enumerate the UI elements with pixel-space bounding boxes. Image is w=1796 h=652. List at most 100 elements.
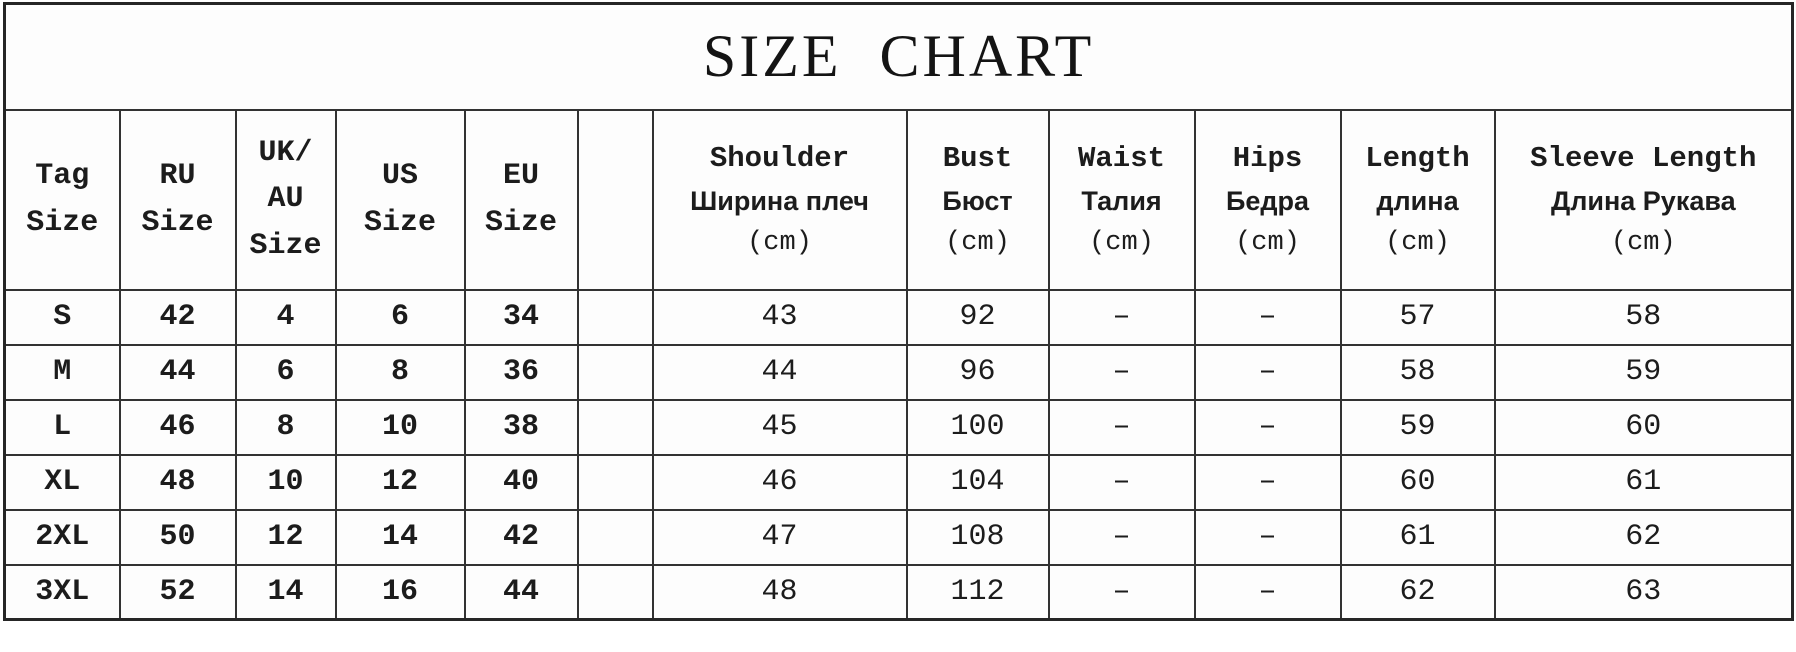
header-sleeve-length: Sleeve Length Длина Рукава (cm) <box>1493 108 1794 291</box>
spacer-cell <box>576 288 654 346</box>
header-sleeve-length-unit: (cm) <box>1610 227 1676 258</box>
spacer-cell <box>576 398 654 456</box>
table-cell: 38 <box>463 398 579 456</box>
table-cell: 50 <box>118 508 237 566</box>
header-length-en: Length <box>1365 141 1470 175</box>
table-cell: 61 <box>1339 508 1496 566</box>
table-cell: 104 <box>905 453 1050 511</box>
table-cell: 52 <box>118 563 237 621</box>
header-shoulder-unit: (cm) <box>747 227 812 258</box>
table-row-2xl: 2XL 50 12 14 42 47 108 – – 61 62 <box>3 508 1794 566</box>
table-cell: – <box>1047 563 1196 621</box>
table-cell: XL <box>3 453 121 511</box>
header-eu-size: EU Size <box>463 108 579 291</box>
header-shoulder: Shoulder Ширина плеч (cm) <box>651 108 908 291</box>
table-cell: 48 <box>118 453 237 511</box>
header-length-unit: (cm) <box>1385 227 1450 258</box>
table-cell: 6 <box>234 343 337 401</box>
table-cell: – <box>1193 508 1342 566</box>
spacer-cell <box>576 563 654 621</box>
table-cell: 92 <box>905 288 1050 346</box>
table-cell: 10 <box>334 398 466 456</box>
header-bust-unit: (cm) <box>945 227 1010 258</box>
header-hips-ru: Бедра <box>1225 185 1310 216</box>
table-cell: 44 <box>651 343 908 401</box>
header-shoulder-en: Shoulder <box>709 141 850 175</box>
table-cell: 62 <box>1493 508 1794 566</box>
table-row-m: M 44 6 8 36 44 96 – – 58 59 <box>3 343 1794 401</box>
table-cell: 48 <box>651 563 908 621</box>
table-cell: 12 <box>234 508 337 566</box>
table-row-3xl: 3XL 52 14 16 44 48 112 – – 62 63 <box>3 563 1794 621</box>
table-cell: 58 <box>1493 288 1794 346</box>
table-cell: 57 <box>1339 288 1496 346</box>
table-cell: 59 <box>1339 398 1496 456</box>
table-row-s: S 42 4 6 34 43 92 – – 57 58 <box>3 288 1794 346</box>
table-cell: 43 <box>651 288 908 346</box>
header-waist-en: Waist <box>1077 141 1165 175</box>
table-cell: 100 <box>905 398 1050 456</box>
table-cell: 112 <box>905 563 1050 621</box>
table-cell: 60 <box>1493 398 1794 456</box>
table-cell: – <box>1193 398 1342 456</box>
table-cell: M <box>3 343 121 401</box>
table-row-xl: XL 48 10 12 40 46 104 – – 60 61 <box>3 453 1794 511</box>
header-waist: Waist Талия (cm) <box>1047 108 1196 291</box>
table-cell: 8 <box>334 343 466 401</box>
table-cell: – <box>1047 288 1196 346</box>
table-cell: L <box>3 398 121 456</box>
table-cell: 36 <box>463 343 579 401</box>
chart-title: SIZE CHART <box>3 2 1794 111</box>
table-cell: 46 <box>118 398 237 456</box>
table-cell: 10 <box>234 453 337 511</box>
table-cell: – <box>1047 343 1196 401</box>
table-cell: 45 <box>651 398 908 456</box>
table-cell: 8 <box>234 398 337 456</box>
spacer-column-header <box>576 108 654 291</box>
table-cell: 12 <box>334 453 466 511</box>
table-cell: 42 <box>463 508 579 566</box>
size-chart-table: SIZE CHART Tag Size RU Size UK/ AU Size … <box>3 2 1795 621</box>
table-cell: – <box>1047 453 1196 511</box>
table-cell: 44 <box>463 563 579 621</box>
header-us-size: US Size <box>334 108 466 291</box>
header-length-ru: длина <box>1376 185 1459 216</box>
header-sleeve-length-ru: Длина Рукава <box>1550 185 1736 216</box>
table-cell: 3XL <box>3 563 121 621</box>
header-shoulder-ru: Ширина плеч <box>690 185 869 216</box>
table-cell: 108 <box>905 508 1050 566</box>
table-cell: 40 <box>463 453 579 511</box>
header-bust: Bust Бюст (cm) <box>905 108 1050 291</box>
table-cell: 60 <box>1339 453 1496 511</box>
table-cell: 58 <box>1339 343 1496 401</box>
table-cell: 42 <box>118 288 237 346</box>
header-ru-size: RU Size <box>118 108 237 291</box>
table-cell: 46 <box>651 453 908 511</box>
table-cell: – <box>1193 563 1342 621</box>
header-waist-unit: (cm) <box>1089 227 1154 258</box>
table-cell: – <box>1193 343 1342 401</box>
table-row-l: L 46 8 10 38 45 100 – – 59 60 <box>3 398 1794 456</box>
table-cell: 61 <box>1493 453 1794 511</box>
table-cell: 6 <box>334 288 466 346</box>
table-cell: 59 <box>1493 343 1794 401</box>
table-cell: 47 <box>651 508 908 566</box>
table-cell: – <box>1193 288 1342 346</box>
table-cell: 62 <box>1339 563 1496 621</box>
table-cell: 14 <box>334 508 466 566</box>
header-length: Length длина (cm) <box>1339 108 1496 291</box>
table-cell: 44 <box>118 343 237 401</box>
spacer-cell <box>576 508 654 566</box>
table-cell: – <box>1193 453 1342 511</box>
table-cell: 4 <box>234 288 337 346</box>
table-cell: 14 <box>234 563 337 621</box>
table-cell: 96 <box>905 343 1050 401</box>
table-cell: 63 <box>1493 563 1794 621</box>
header-waist-ru: Талия <box>1081 185 1162 216</box>
header-bust-en: Bust <box>942 141 1013 175</box>
header-tag-size: Tag Size <box>3 108 121 291</box>
table-cell: – <box>1047 398 1196 456</box>
spacer-cell <box>576 453 654 511</box>
table-cell: 34 <box>463 288 579 346</box>
spacer-cell <box>576 343 654 401</box>
